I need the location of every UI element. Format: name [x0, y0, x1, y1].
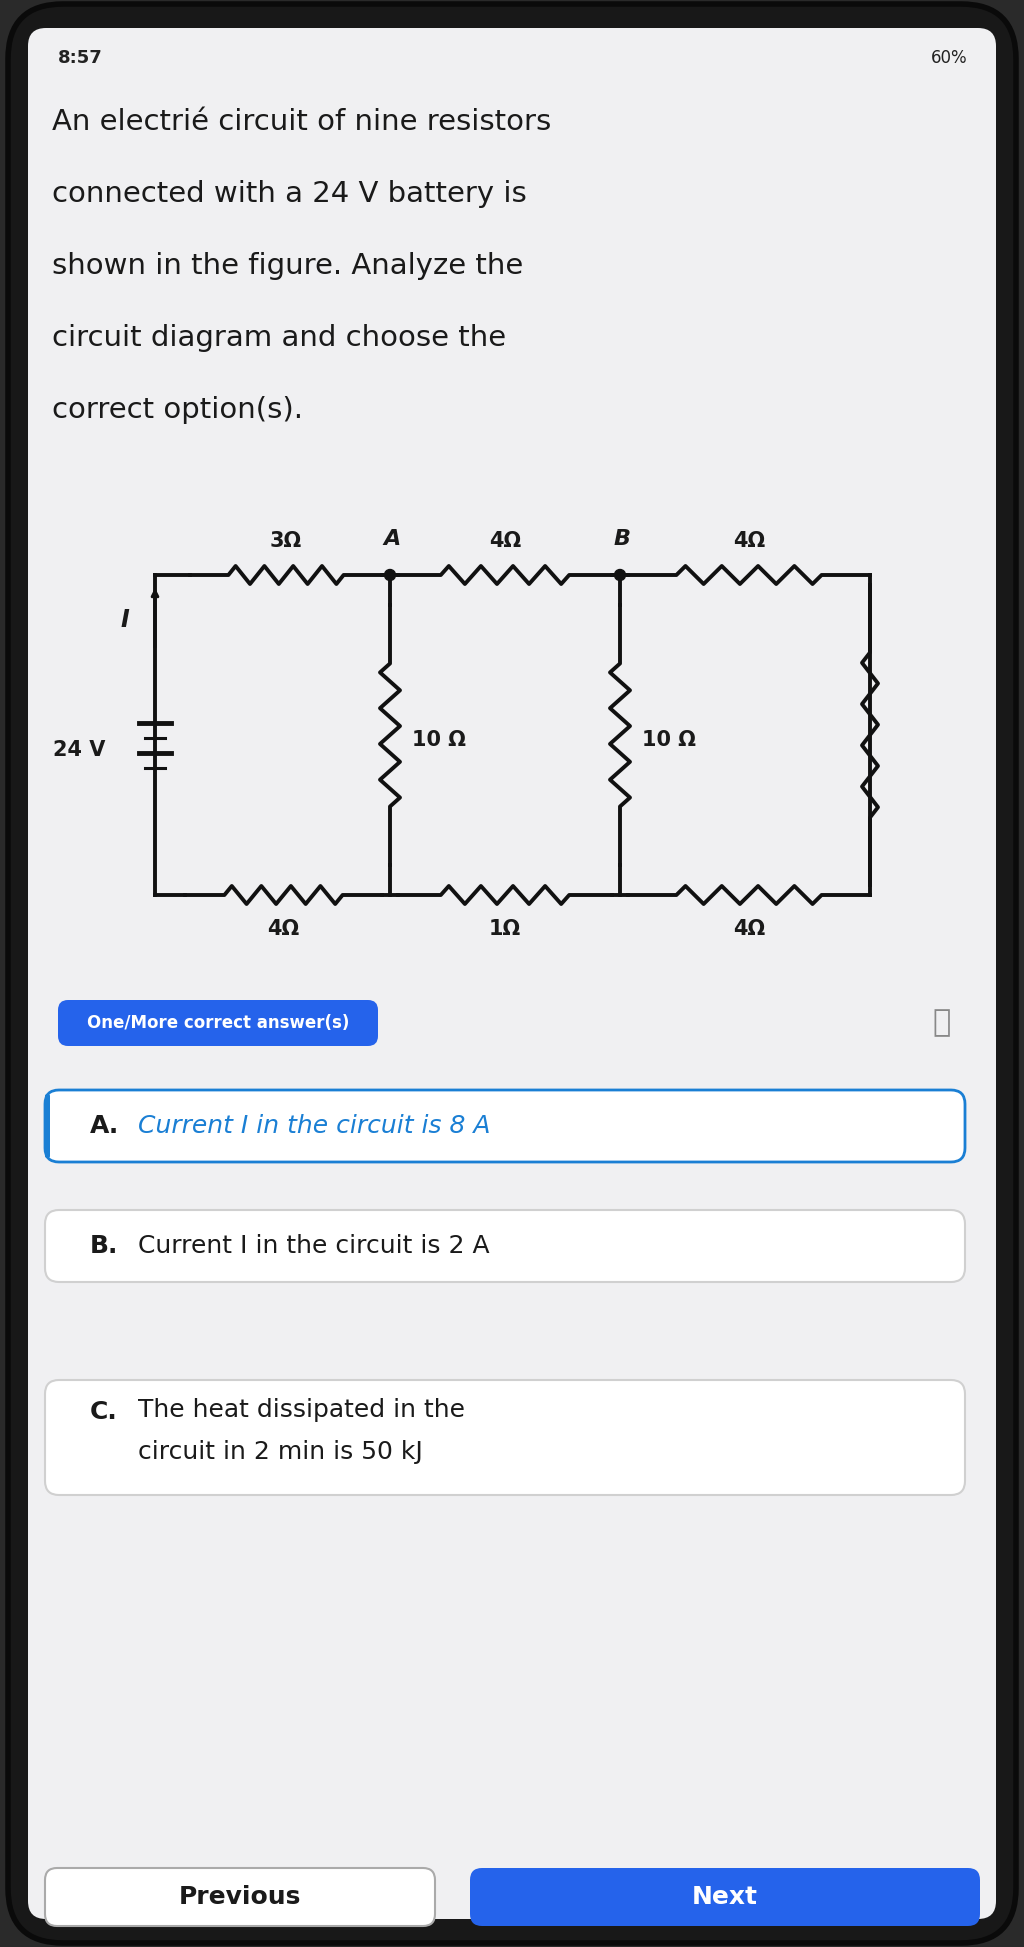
Text: An electrié circuit of nine resistors: An electrié circuit of nine resistors [52, 107, 551, 136]
FancyBboxPatch shape [470, 1867, 980, 1926]
Text: 3Ω: 3Ω [270, 532, 302, 551]
Text: 24 V: 24 V [52, 740, 105, 759]
Text: B.: B. [90, 1234, 119, 1258]
Text: Current I in the circuit is 2 A: Current I in the circuit is 2 A [138, 1234, 489, 1258]
FancyBboxPatch shape [58, 1001, 378, 1046]
FancyBboxPatch shape [45, 1094, 50, 1158]
Text: 4Ω: 4Ω [733, 919, 765, 938]
FancyBboxPatch shape [28, 27, 996, 1920]
Text: A: A [383, 530, 400, 549]
Text: C.: C. [90, 1400, 118, 1423]
Text: The heat dissipated in the: The heat dissipated in the [138, 1398, 465, 1421]
Text: 4Ω: 4Ω [488, 532, 521, 551]
Text: A.: A. [90, 1114, 119, 1137]
FancyBboxPatch shape [45, 1090, 965, 1162]
Text: 4Ω: 4Ω [267, 919, 300, 938]
Text: Previous: Previous [179, 1885, 301, 1908]
FancyBboxPatch shape [45, 1209, 965, 1281]
FancyBboxPatch shape [45, 1867, 435, 1926]
Text: 1Ω: 1Ω [488, 919, 521, 938]
Text: correct option(s).: correct option(s). [52, 395, 303, 424]
Text: Next: Next [692, 1885, 758, 1908]
Text: connected with a 24 V battery is: connected with a 24 V battery is [52, 179, 526, 208]
FancyBboxPatch shape [8, 4, 1016, 1943]
Text: Current I in the circuit is 8 A: Current I in the circuit is 8 A [138, 1114, 490, 1137]
Text: circuit in 2 min is 50 kJ: circuit in 2 min is 50 kJ [138, 1441, 423, 1464]
FancyBboxPatch shape [45, 1380, 965, 1495]
Text: ⓘ: ⓘ [933, 1009, 951, 1038]
Text: 10 Ω: 10 Ω [412, 730, 466, 750]
Text: 4Ω: 4Ω [733, 532, 765, 551]
Circle shape [384, 570, 395, 580]
Text: One/More correct answer(s): One/More correct answer(s) [87, 1014, 349, 1032]
Text: B: B [613, 530, 631, 549]
Text: 8:57: 8:57 [58, 49, 102, 66]
Text: I: I [121, 607, 129, 633]
Text: 60%: 60% [932, 49, 968, 66]
Circle shape [614, 570, 626, 580]
Text: 10 Ω: 10 Ω [642, 730, 696, 750]
Text: shown in the figure. Analyze the: shown in the figure. Analyze the [52, 251, 523, 280]
Text: circuit diagram and choose the: circuit diagram and choose the [52, 323, 506, 352]
